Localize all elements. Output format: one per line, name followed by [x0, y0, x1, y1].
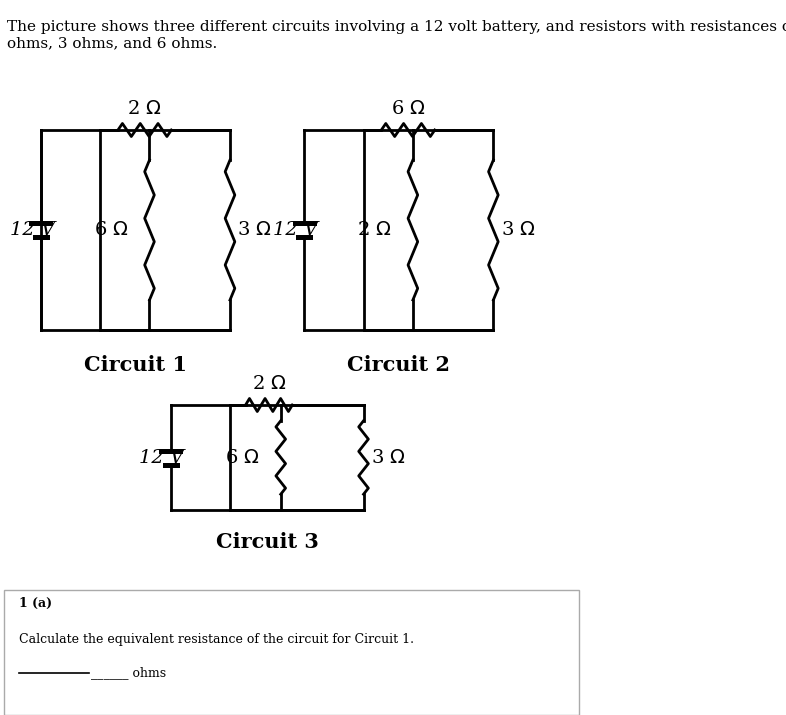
- Text: 12 V: 12 V: [273, 221, 318, 239]
- Text: Circuit 2: Circuit 2: [347, 355, 450, 375]
- Text: 6 $\Omega$: 6 $\Omega$: [391, 100, 425, 118]
- Text: 6 $\Omega$: 6 $\Omega$: [94, 221, 129, 239]
- Text: ______ ohms: ______ ohms: [90, 666, 166, 679]
- Text: 3 $\Omega$: 3 $\Omega$: [237, 221, 272, 239]
- Text: Circuit 1: Circuit 1: [84, 355, 187, 375]
- Text: The picture shows three different circuits involving a 12 volt battery, and resi: The picture shows three different circui…: [7, 20, 786, 50]
- Text: 2 $\Omega$: 2 $\Omega$: [252, 375, 286, 393]
- Text: 6 $\Omega$: 6 $\Omega$: [226, 448, 260, 466]
- Text: 12 V: 12 V: [9, 221, 55, 239]
- Text: 2 $\Omega$: 2 $\Omega$: [127, 100, 162, 118]
- Text: 1 (a): 1 (a): [19, 597, 52, 610]
- Text: 12 V: 12 V: [139, 448, 185, 466]
- Text: 2 $\Omega$: 2 $\Omega$: [358, 221, 392, 239]
- Text: Circuit 3: Circuit 3: [215, 532, 318, 552]
- Text: Calculate the equivalent resistance of the circuit for Circuit 1.: Calculate the equivalent resistance of t…: [19, 633, 413, 646]
- Text: 3 $\Omega$: 3 $\Omega$: [501, 221, 535, 239]
- FancyBboxPatch shape: [4, 590, 578, 715]
- Text: 3 $\Omega$: 3 $\Omega$: [371, 448, 406, 466]
